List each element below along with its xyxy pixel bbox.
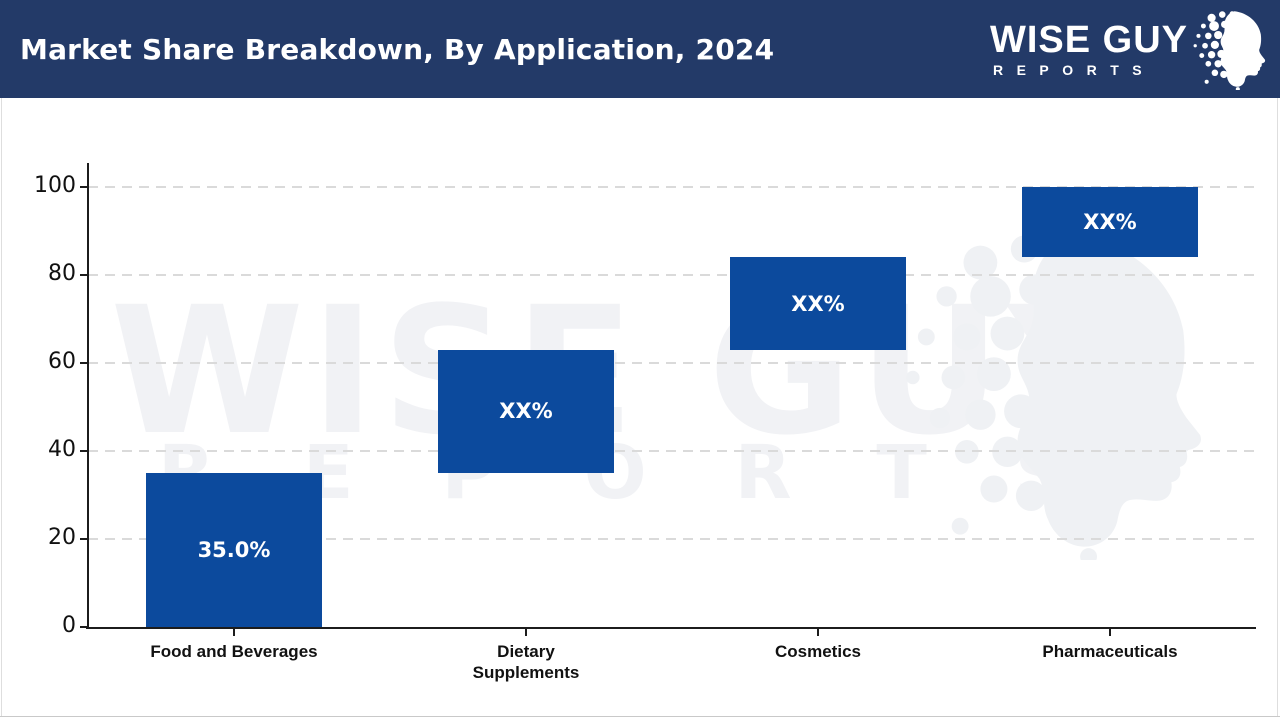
- gridline-40: [88, 450, 1256, 452]
- x-tick-1: [525, 628, 527, 636]
- gridline-60: [88, 362, 1256, 364]
- x-tick-0: [233, 628, 235, 636]
- bottom-border-line: [0, 716, 1280, 717]
- right-border-line: [1277, 98, 1278, 717]
- bar-value-label: 35.0%: [197, 538, 271, 562]
- y-tick-20: [80, 538, 88, 540]
- bar-pharmaceuticals: XX%: [1022, 187, 1198, 258]
- watermark-wordmark: WISE GUY: [110, 269, 1141, 474]
- watermark-head-icon: [862, 222, 1234, 560]
- y-tick-label-20: 20: [48, 525, 76, 550]
- logo-subtitle: REPORTS: [992, 61, 1156, 78]
- bar-value-label: XX%: [499, 399, 553, 424]
- y-tick-40: [80, 450, 88, 452]
- y-tick-label-0: 0: [62, 613, 76, 638]
- wise-guy-reports-logo: WISE GUY REPORTS: [990, 8, 1274, 90]
- logo-text: WISE GUY REPORTS: [990, 21, 1188, 78]
- y-tick-60: [80, 362, 88, 364]
- gridline-100: [88, 186, 1256, 188]
- x-tick-2: [817, 628, 819, 636]
- page-title: Market Share Breakdown, By Application, …: [20, 32, 775, 66]
- y-tick-80: [80, 274, 88, 276]
- bar-food-and-beverages: 35.0%: [146, 473, 322, 627]
- bar-cosmetics: XX%: [730, 257, 906, 350]
- x-tick-3: [1109, 628, 1111, 636]
- y-tick-label-100: 100: [34, 173, 76, 198]
- gridline-20: [88, 538, 1256, 540]
- gridline-80: [88, 274, 1256, 276]
- x-tick-label: Food and Beverages: [150, 642, 318, 661]
- x-tick-label: Cosmetics: [775, 642, 861, 661]
- y-tick-label-80: 80: [48, 261, 76, 286]
- header-bar: Market Share Breakdown, By Application, …: [0, 0, 1280, 98]
- chart-area: WISE GUY REPORTS 0 20 40 60 80 100 Food and Be…: [0, 98, 1280, 720]
- bar-value-label: XX%: [1083, 210, 1137, 235]
- x-axis-line: [86, 627, 1256, 629]
- dotted-head-icon: [1182, 8, 1274, 90]
- y-tick-100: [80, 186, 88, 188]
- left-border-line: [1, 98, 2, 717]
- y-tick-label-40: 40: [48, 437, 76, 462]
- x-tick-label: Pharmaceuticals: [1042, 642, 1178, 661]
- logo-wordmark: WISE GUY: [989, 18, 1188, 61]
- y-tick-label-60: 60: [48, 349, 76, 374]
- bar-value-label: XX%: [791, 291, 845, 316]
- y-axis-line: [87, 163, 89, 629]
- x-tick-label: Dietary Supplements: [472, 642, 580, 683]
- y-tick-0: [80, 626, 88, 628]
- bar-dietary-supplements: XX%: [438, 349, 614, 473]
